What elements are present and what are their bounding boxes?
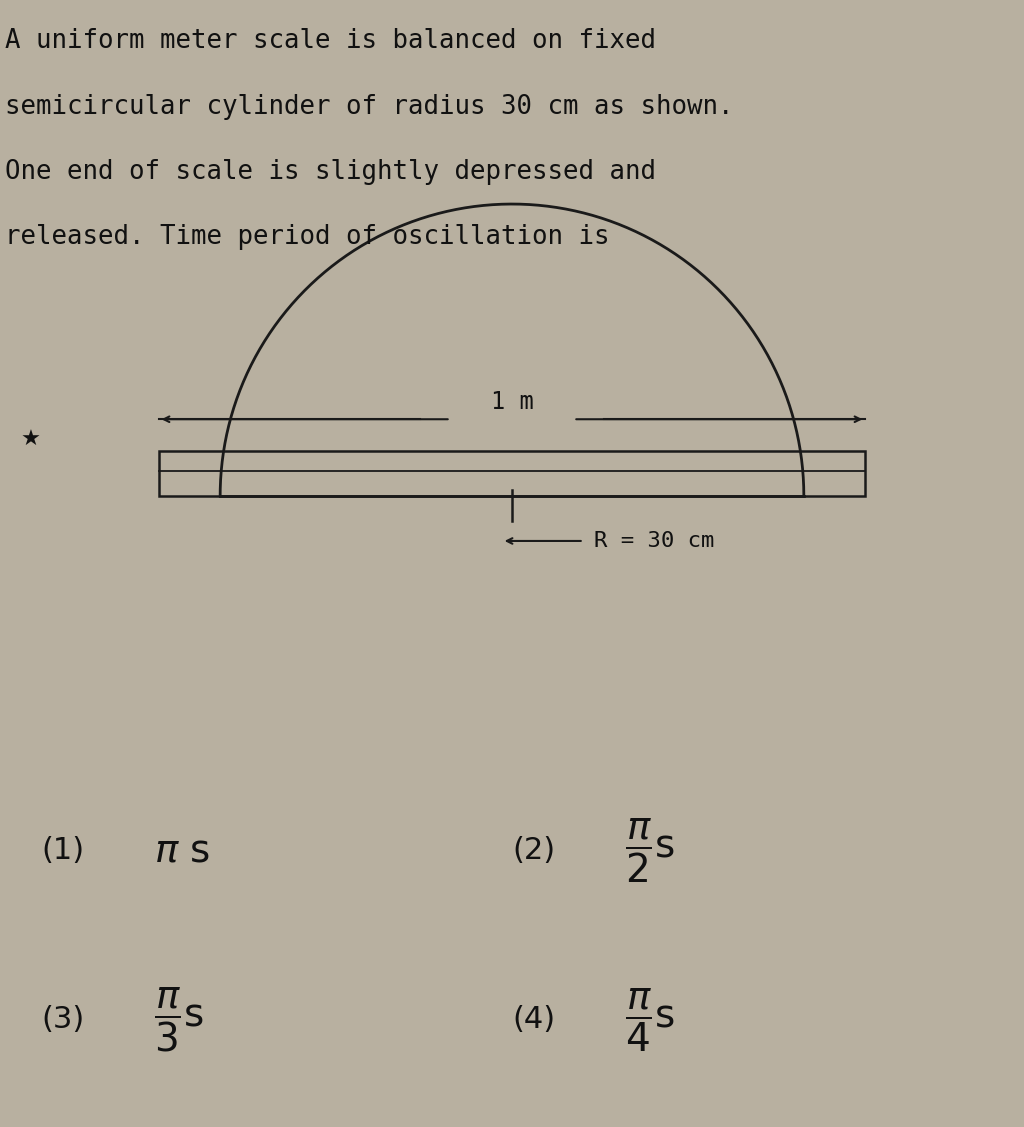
Text: semicircular cylinder of radius 30 cm as shown.: semicircular cylinder of radius 30 cm as…: [5, 94, 733, 119]
Text: ★: ★: [20, 429, 41, 450]
Text: R = 30 cm: R = 30 cm: [594, 531, 715, 551]
Bar: [159, 451, 865, 496]
Text: 1 m: 1 m: [490, 390, 534, 414]
Text: (2): (2): [512, 836, 555, 866]
Text: One end of scale is slightly depressed and: One end of scale is slightly depressed a…: [5, 159, 656, 185]
Text: released. Time period of oscillation is: released. Time period of oscillation is: [5, 224, 609, 250]
Text: (4): (4): [512, 1005, 555, 1035]
Text: $\dfrac{\pi}{4}$s: $\dfrac{\pi}{4}$s: [625, 986, 675, 1054]
Text: $\pi$ s: $\pi$ s: [154, 832, 210, 870]
Text: $\dfrac{\pi}{2}$s: $\dfrac{\pi}{2}$s: [625, 817, 675, 885]
Text: (1): (1): [41, 836, 84, 866]
Text: $\dfrac{\pi}{3}$s: $\dfrac{\pi}{3}$s: [154, 986, 204, 1054]
Text: A uniform meter scale is balanced on fixed: A uniform meter scale is balanced on fix…: [5, 28, 656, 54]
Text: (3): (3): [41, 1005, 84, 1035]
